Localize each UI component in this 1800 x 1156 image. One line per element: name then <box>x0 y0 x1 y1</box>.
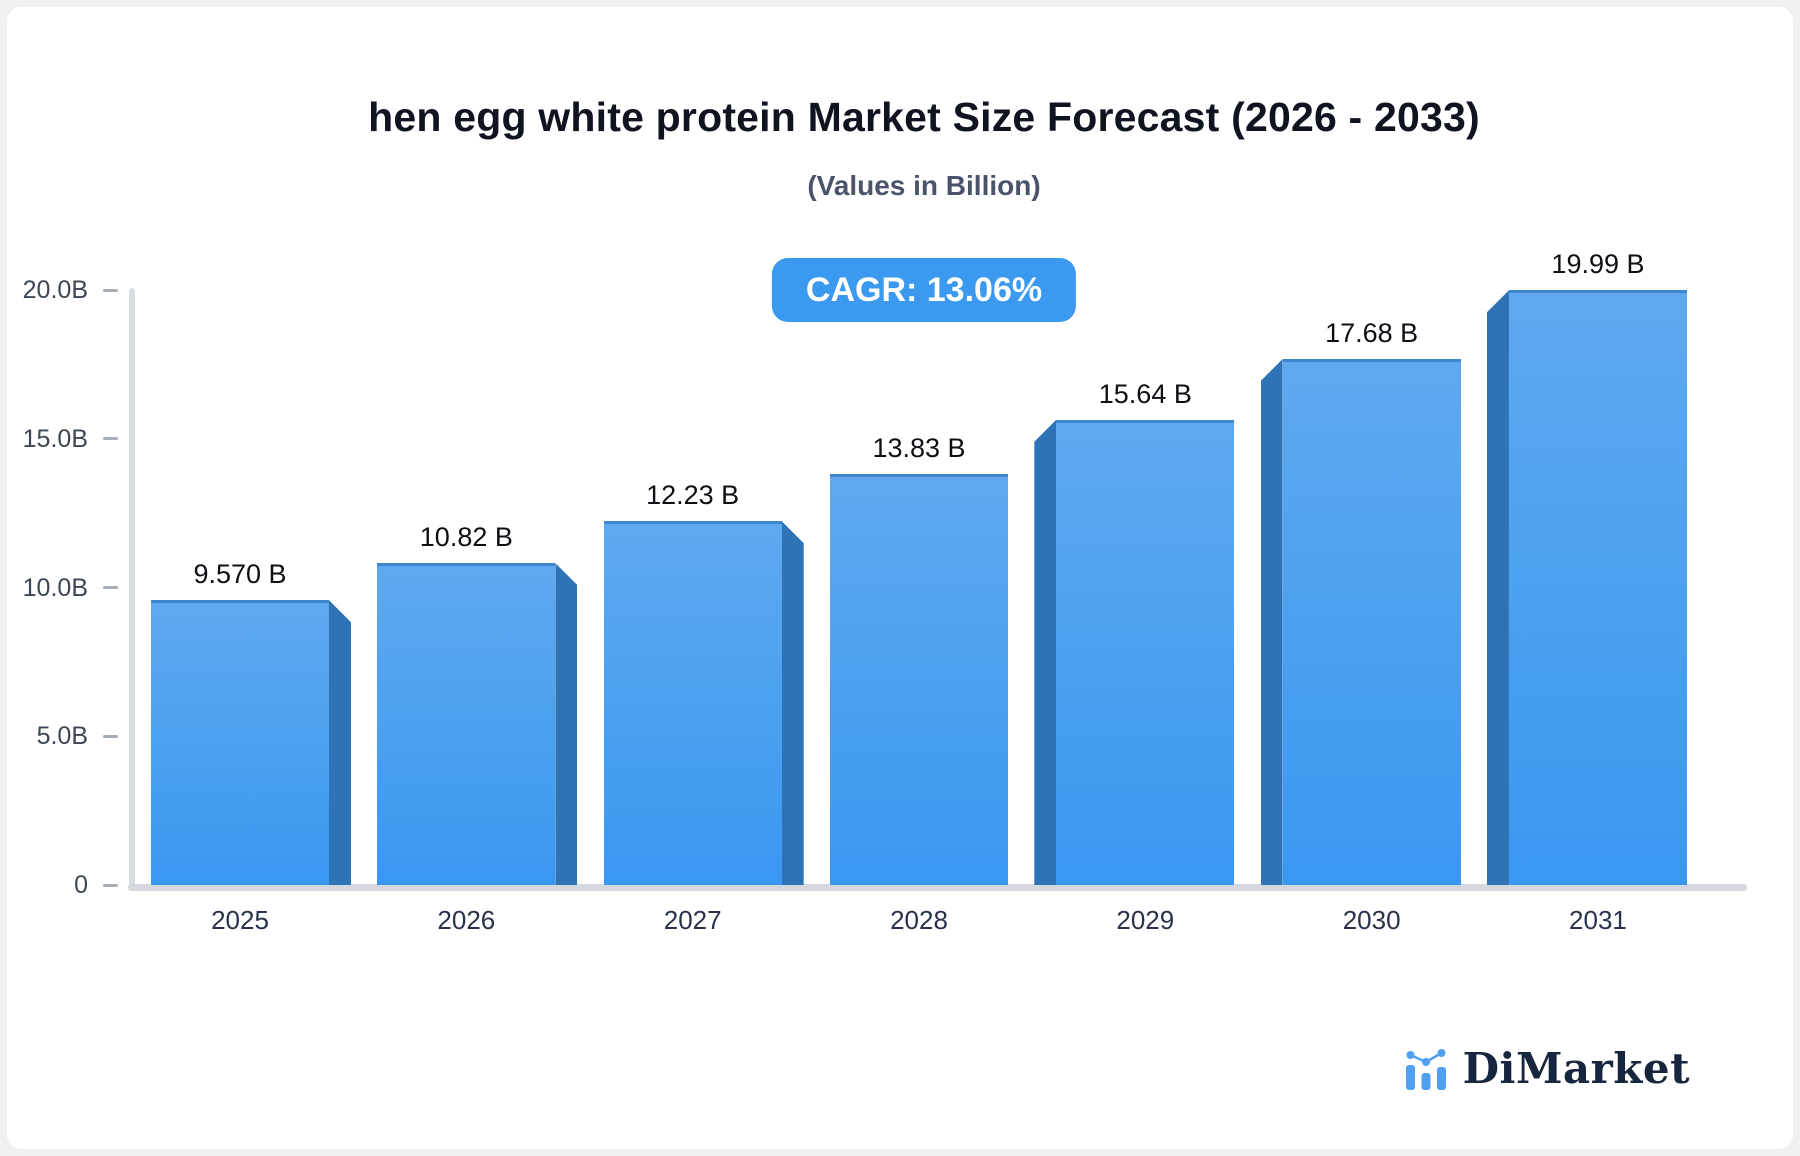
x-axis-baseline <box>128 884 1747 891</box>
bar-value-label: 15.64 B <box>1098 378 1192 409</box>
y-axis-label: 5.0B <box>36 722 88 751</box>
mini-bar-line-chart-icon <box>1405 1049 1446 1090</box>
bar-3d-side <box>329 600 351 885</box>
bar-2029[interactable] <box>1056 419 1235 885</box>
brand-name: DiMarket <box>1462 1044 1690 1093</box>
x-axis-label: 2027 <box>663 905 722 935</box>
bar-3d-side <box>1260 359 1283 885</box>
x-axis-label: 2029 <box>1116 905 1175 935</box>
y-axis-tick <box>103 288 118 292</box>
bar-value-label: 12.23 B <box>646 480 740 511</box>
bar-3d-side <box>781 521 804 885</box>
bar-2025[interactable] <box>151 600 329 885</box>
x-axis-label: 2026 <box>437 905 496 935</box>
bar-value-label: 17.68 B <box>1325 318 1419 349</box>
bar-3d-side <box>1034 419 1057 885</box>
chart-subtitle: (Values in Billion) <box>807 170 1041 201</box>
y-axis-tick <box>103 586 118 589</box>
chart-title: hen egg white protein Market Size Foreca… <box>368 94 1480 140</box>
cagr-badge: CAGR: 13.06% <box>771 258 1077 322</box>
bar-value-label: 9.570 B <box>193 559 287 590</box>
bar-2026[interactable] <box>377 563 556 885</box>
bar-value-label: 19.99 B <box>1551 249 1645 280</box>
x-axis-label: 2028 <box>890 905 948 935</box>
y-axis-line <box>129 288 135 888</box>
y-axis-label: 15.0B <box>22 424 88 453</box>
brand-logo: DiMarket <box>1403 1044 1690 1094</box>
x-axis-label: 2025 <box>211 905 269 935</box>
x-axis-label: 2030 <box>1342 905 1401 935</box>
bar-3d-side <box>1486 290 1509 885</box>
x-axis-label: 2031 <box>1569 905 1627 935</box>
bar-2027[interactable] <box>603 521 782 885</box>
y-axis-tick <box>103 883 118 887</box>
y-axis-label: 10.0B <box>22 573 88 602</box>
y-axis-tick <box>103 437 118 441</box>
y-axis-label: 20.0B <box>22 276 88 304</box>
y-axis-tick <box>103 734 118 738</box>
bar-value-label: 13.83 B <box>872 432 966 463</box>
y-axis-label: 0 <box>74 871 88 899</box>
bar-3d-side <box>555 563 578 885</box>
bar-2030[interactable] <box>1282 359 1461 885</box>
bar-2031[interactable] <box>1508 290 1687 885</box>
bar-value-label: 10.82 B <box>419 522 513 553</box>
bar-2028[interactable] <box>829 473 1008 885</box>
